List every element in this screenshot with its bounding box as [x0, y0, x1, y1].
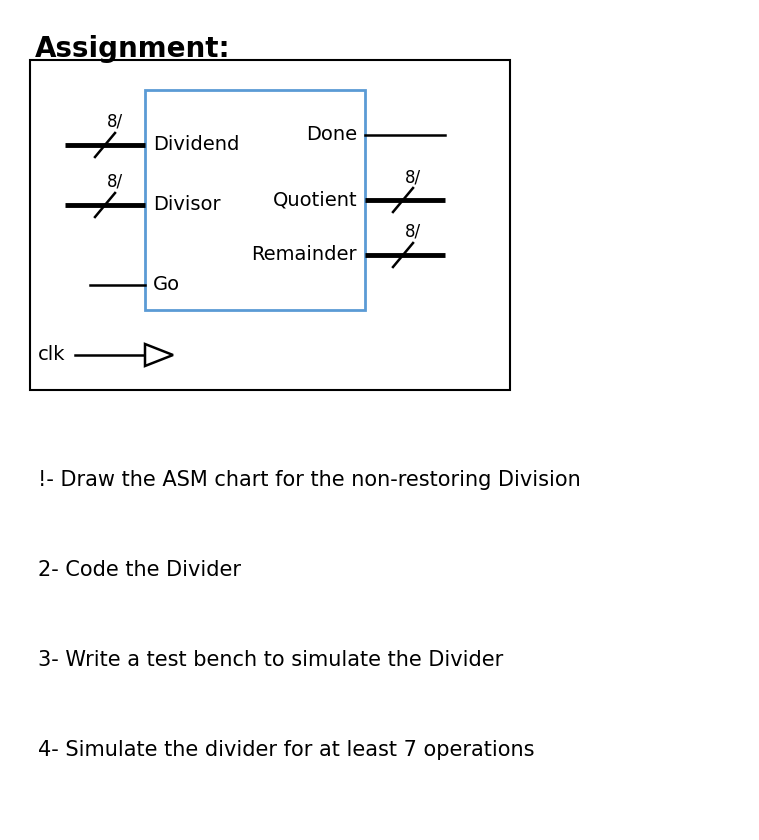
Text: 2- Code the Divider: 2- Code the Divider	[38, 560, 241, 580]
Text: !- Draw the ASM chart for the non-restoring Division: !- Draw the ASM chart for the non-restor…	[38, 470, 581, 490]
Bar	[30, 60, 510, 390]
Text: clk: clk	[38, 345, 65, 365]
Text: Assignment:: Assignment:	[35, 35, 231, 63]
Text: Done: Done	[306, 125, 357, 144]
Text: Quotient: Quotient	[272, 191, 357, 209]
Text: 8/: 8/	[405, 223, 421, 241]
Text: 8/: 8/	[405, 168, 421, 186]
Text: 8/: 8/	[107, 113, 123, 131]
Text: 8/: 8/	[107, 173, 123, 191]
Bar	[145, 90, 365, 310]
Text: Divisor: Divisor	[153, 196, 221, 214]
Text: 4- Simulate the divider for at least 7 operations: 4- Simulate the divider for at least 7 o…	[38, 740, 534, 760]
Polygon shape	[145, 344, 173, 366]
Text: Remainder: Remainder	[251, 245, 357, 265]
Text: Dividend: Dividend	[153, 135, 239, 155]
Text: 3- Write a test bench to simulate the Divider: 3- Write a test bench to simulate the Di…	[38, 650, 503, 670]
Text: Go: Go	[153, 276, 180, 295]
